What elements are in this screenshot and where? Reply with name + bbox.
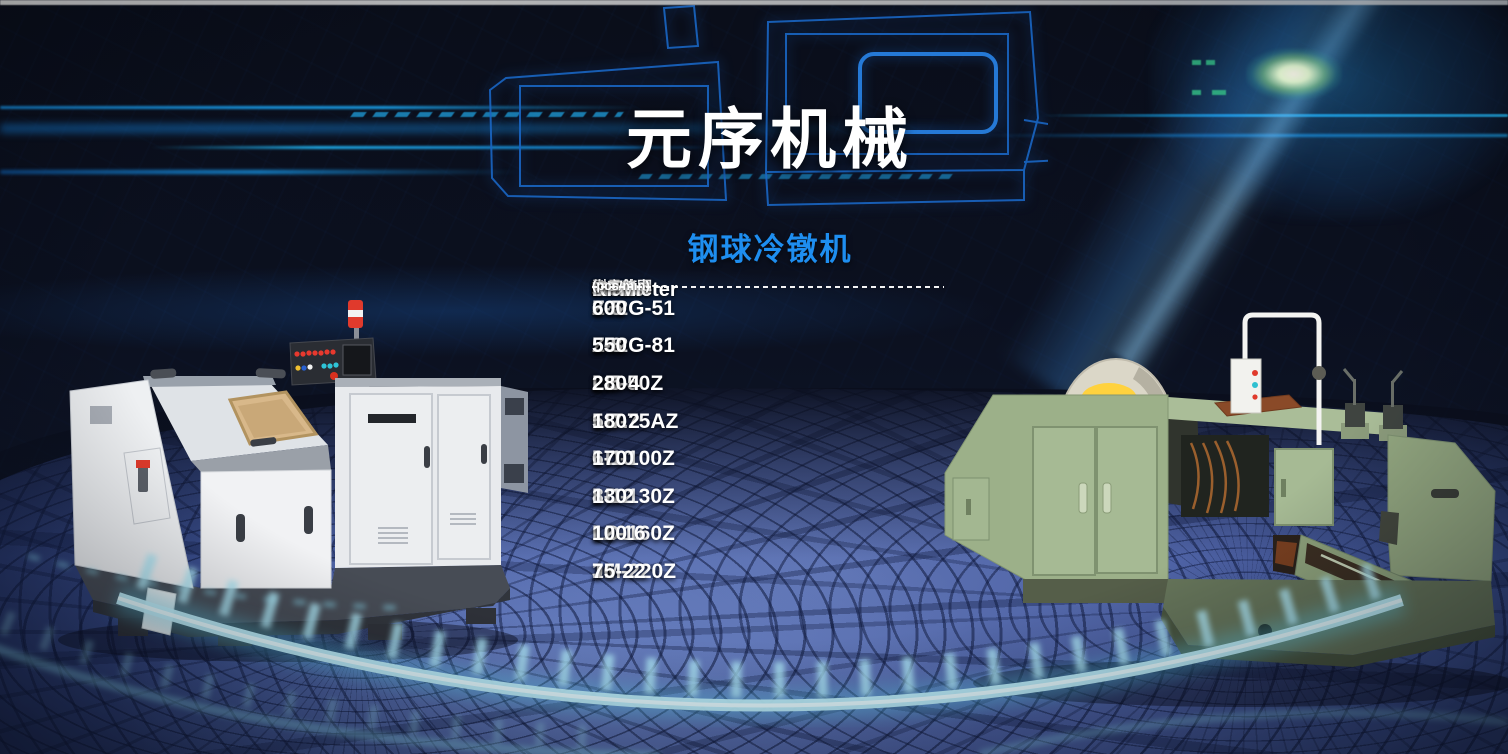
cell-rpm: 550: [592, 334, 628, 358]
cell-diameter: 8-12: [592, 484, 635, 508]
cell-model: LD-160Z: [592, 522, 675, 546]
column-header-model-en: Model: [592, 279, 650, 301]
table-row: JM-220Z 16-22 75: [592, 553, 942, 591]
cell-rpm: 280: [592, 371, 628, 395]
column-header-rpm-unit: (pcs/min): [592, 278, 650, 293]
cell-diameter: 16-22: [592, 559, 646, 583]
cell-model: LD-75AZ: [592, 409, 679, 433]
column-header-diameter-unit: (mm): [592, 278, 624, 293]
table-row: LD-75AZ 5-7.2 180: [592, 403, 942, 441]
cell-model: LD-100Z: [592, 447, 675, 471]
table-row: LD-100Z 6-10 170: [592, 440, 942, 478]
cell-model: JM-220Z: [592, 559, 677, 583]
column-header-rpm-en: RPM: [592, 279, 637, 301]
table-row: LD-130Z 8-12 130: [592, 478, 942, 516]
page-subtitle: 钢球冷镦机: [687, 232, 853, 267]
cell-diameter: 5-7.2: [592, 409, 640, 433]
table-row: Z32G-51 3-5 600: [592, 290, 942, 328]
cell-diameter: 2.5-4: [592, 371, 640, 395]
column-header-diameter-en: Diameter: [592, 279, 678, 301]
table-body: Z32G-51 3-5 600 Z32G-81 5-8 550 LD-50Z 2…: [592, 290, 942, 591]
bottom-light-strip: [0, 747, 1508, 754]
table-row: LD-50Z 2.5-4 280: [592, 365, 942, 403]
cell-rpm: 600: [592, 296, 628, 320]
cell-rpm: 130: [592, 484, 628, 508]
cell-rpm: 180: [592, 409, 628, 433]
cell-diameter: 12-16: [592, 522, 646, 546]
cell-diameter: 5-8: [592, 334, 623, 358]
cell-rpm: 170: [592, 447, 628, 471]
cell-diameter: 3-5: [592, 296, 623, 320]
cell-model: LD-50Z: [592, 371, 664, 395]
cell-rpm: 75: [592, 559, 616, 583]
table-row: LD-160Z 12-16 100: [592, 516, 942, 554]
cell-model: Z32G-81: [592, 334, 675, 358]
table-row: Z32G-81 5-8 550: [592, 328, 942, 366]
cell-model: LD-130Z: [592, 484, 675, 508]
cell-model: Z32G-51: [592, 296, 675, 320]
top-gray-strip: [0, 0, 1508, 5]
cell-rpm: 100: [592, 522, 628, 546]
table-divider: [592, 286, 944, 288]
page-title: 元序机械: [626, 102, 914, 176]
spec-table: 型号 加工范围 生产能力 Model Diameter RPM (mm) (pc…: [592, 278, 944, 591]
cell-diameter: 6-10: [592, 447, 635, 471]
